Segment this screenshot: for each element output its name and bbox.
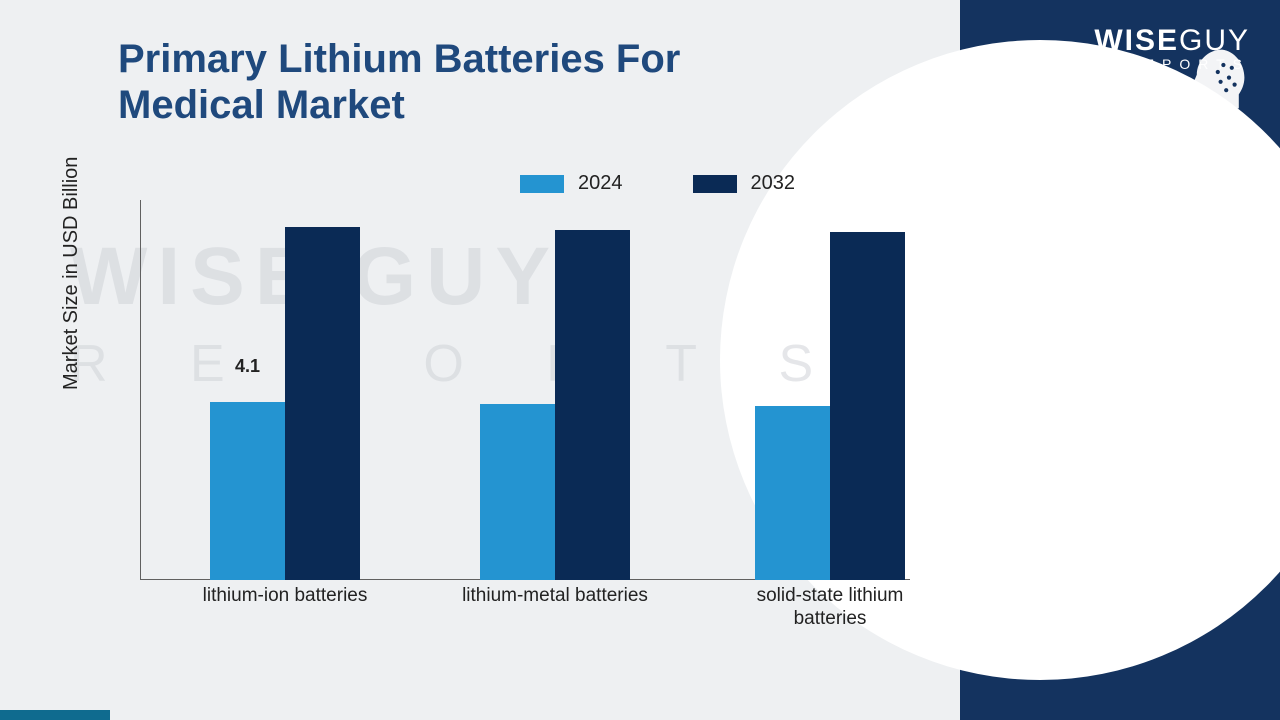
chart-stage: WISE GUY R E P O R T S WISEGUY REPORTS P…	[0, 0, 1280, 720]
bar-ssl-2024	[755, 406, 830, 580]
legend-swatch-2032	[693, 175, 737, 193]
bar-li_ion-2024	[210, 402, 285, 580]
category-label-li_metal: lithium-metal batteries	[455, 585, 655, 608]
plot-area: 4.1	[140, 210, 910, 580]
brand-head-icon	[1180, 44, 1250, 114]
legend: 2024 2032	[520, 172, 795, 195]
value-label: 4.1	[235, 356, 260, 377]
legend-label-2032: 2032	[751, 172, 796, 195]
legend-swatch-2024	[520, 175, 564, 193]
bar-ssl-2032	[830, 232, 905, 580]
bar-li_metal-2024	[480, 404, 555, 580]
legend-item-2032: 2032	[693, 172, 796, 195]
y-axis-line	[140, 200, 141, 580]
chart-title: Primary Lithium Batteries For Medical Ma…	[118, 36, 758, 128]
y-axis-label: Market Size in USD Billion	[60, 157, 83, 390]
category-label-li_ion: lithium-ion batteries	[185, 585, 385, 608]
brand-word-wise: WISE	[1094, 24, 1179, 57]
legend-label-2024: 2024	[578, 172, 623, 195]
bar-li_ion-2032	[285, 227, 360, 580]
decorative-bottom-bar	[0, 710, 110, 720]
category-label-ssl: solid-state lithium batteries	[730, 585, 930, 631]
legend-item-2024: 2024	[520, 172, 623, 195]
bar-li_metal-2032	[555, 230, 630, 580]
brand-logo: WISEGUY REPORTS	[1094, 24, 1250, 72]
